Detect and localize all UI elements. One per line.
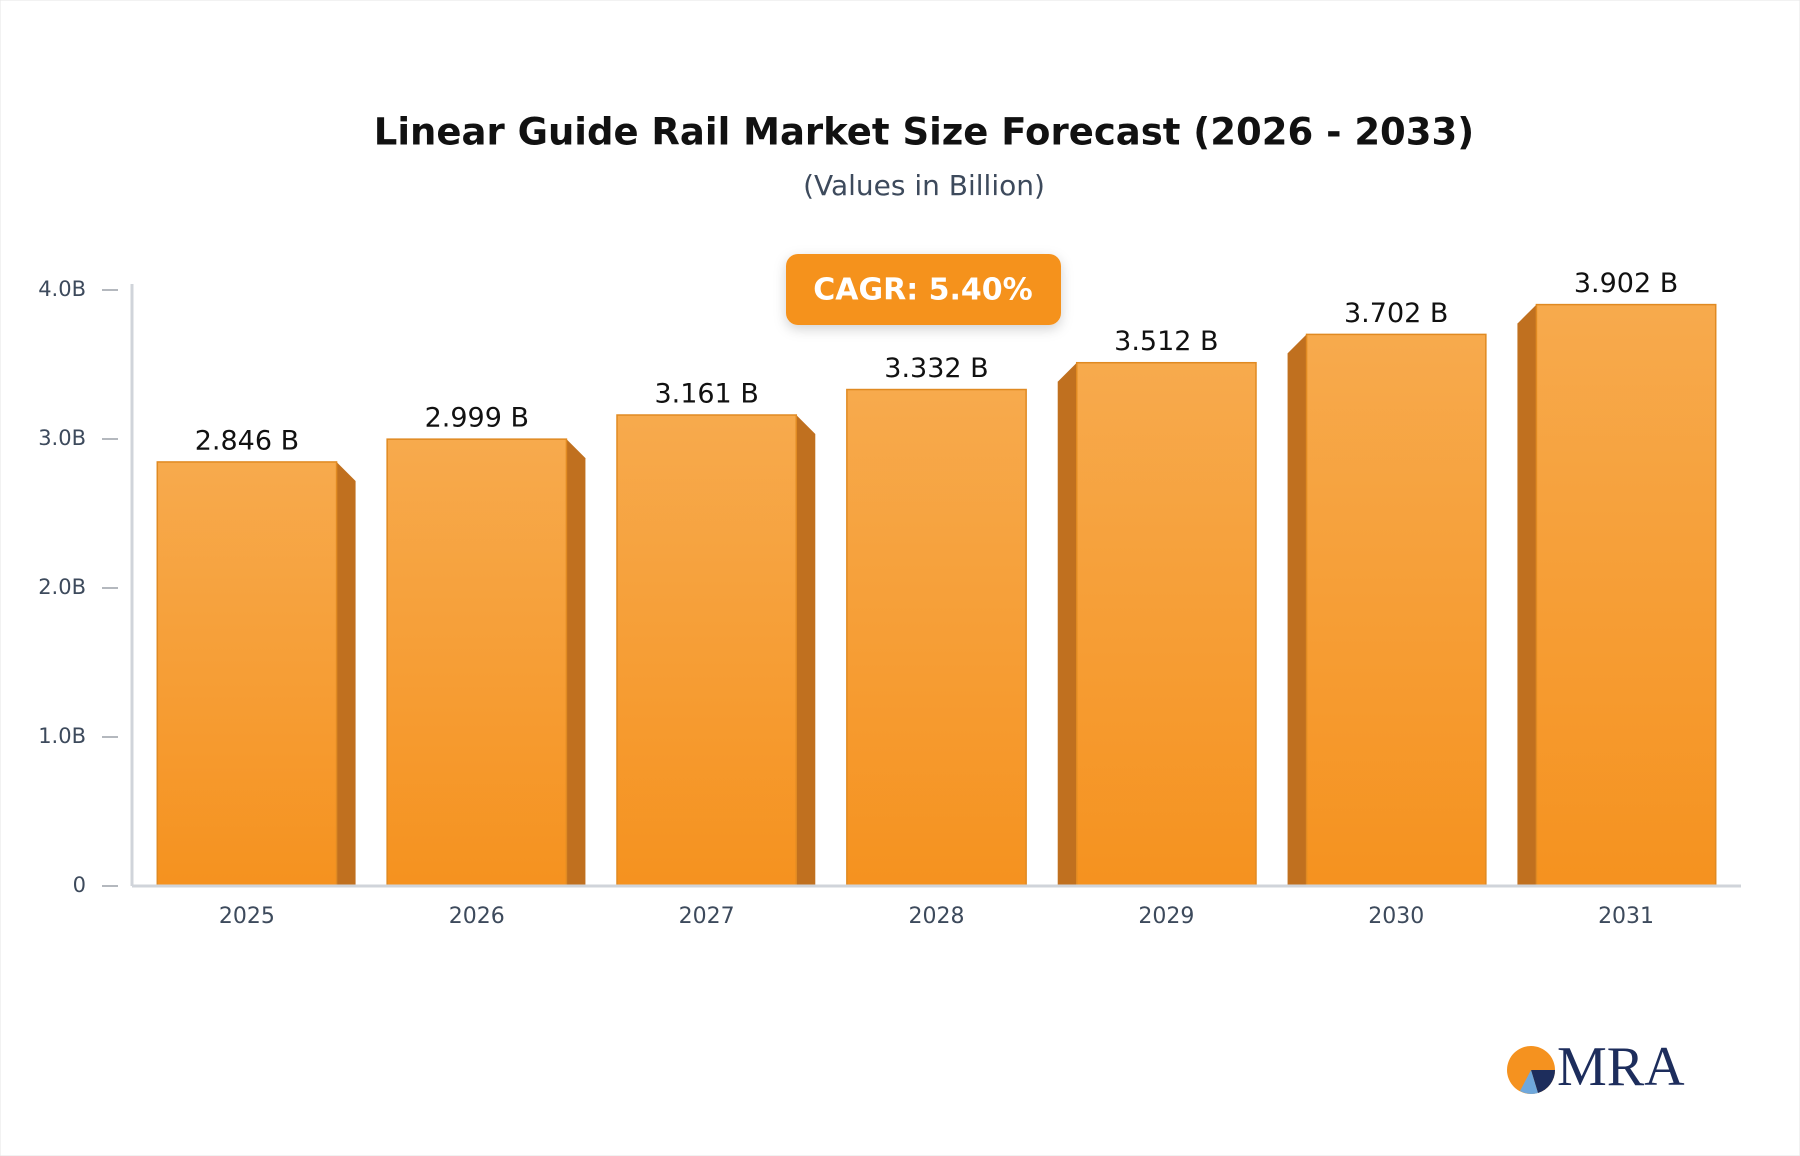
x-tick-label: 2028 (909, 904, 965, 929)
y-tick-label: 3.0B (38, 426, 86, 450)
bar-side (1057, 362, 1077, 886)
bar (1305, 333, 1487, 887)
x-tick-label: 2025 (219, 904, 275, 929)
cagr-badge (786, 254, 1061, 325)
chart-title: Linear Guide Rail Market Size Forecast (… (374, 111, 1474, 154)
value-label: 3.161 B (654, 379, 758, 410)
logo-text: MRA (1557, 1036, 1685, 1098)
value-label: 3.332 B (884, 353, 988, 384)
bar-side (796, 415, 816, 886)
bar (386, 438, 568, 887)
x-tick-label: 2030 (1368, 904, 1424, 929)
logo: MRA (1507, 1036, 1685, 1098)
x-tick-label: 2029 (1138, 904, 1194, 929)
value-label: 2.846 B (195, 425, 299, 456)
logo-icon-slice (1520, 1070, 1538, 1094)
plot-area: 0 1.0B 2.0B 3.0B 4.0B 2.846 B 2025 2.999 B 2026 3… (38, 268, 1741, 929)
value-label: 2.999 B (425, 403, 529, 434)
bar-side (336, 461, 356, 886)
value-label: 3.512 B (1114, 326, 1218, 357)
logo-icon-slice (1531, 1070, 1556, 1093)
y-tick-label: 1.0B (38, 724, 86, 748)
bar-side (566, 439, 586, 886)
value-label: 3.902 B (1574, 268, 1678, 299)
value-label: 3.702 B (1344, 298, 1448, 329)
bar (1075, 361, 1257, 887)
y-tick-label: 4.0B (38, 277, 86, 301)
bar-side (1287, 334, 1307, 887)
bar (1535, 303, 1717, 887)
chart-subtitle: (Values in Billion) (803, 169, 1045, 202)
y-tick-label: 2.0B (38, 575, 86, 599)
cagr-label: CAGR: 5.40% (813, 273, 1032, 308)
bar (616, 414, 798, 887)
y-tick-label: 0 (73, 873, 86, 897)
x-tick-label: 2031 (1598, 904, 1654, 929)
x-tick-label: 2027 (679, 904, 735, 929)
x-tick-label: 2026 (449, 904, 505, 929)
bar (846, 388, 1027, 887)
bar (156, 461, 338, 887)
bar-side (1517, 304, 1537, 886)
